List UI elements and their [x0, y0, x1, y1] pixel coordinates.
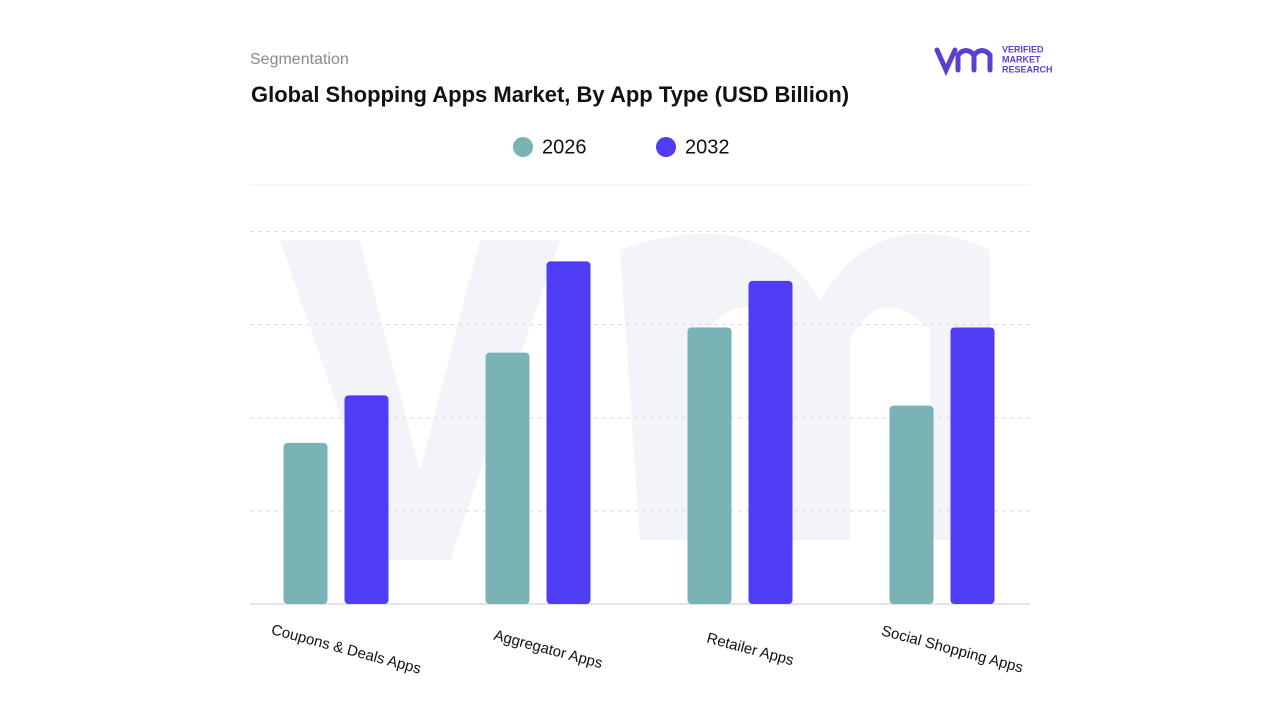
logo: VERIFIED MARKET RESEARCH	[934, 44, 1053, 77]
bar	[889, 405, 934, 604]
bar	[546, 261, 591, 604]
x-tick-label: Coupons & Deals Apps	[269, 621, 422, 677]
legend-label: 2026	[542, 136, 587, 158]
chart-title: Global Shopping Apps Market, By App Type…	[251, 82, 849, 107]
bar	[485, 352, 530, 604]
x-tick-label: Social Shopping Apps	[879, 622, 1024, 676]
legend-swatch	[656, 137, 676, 157]
section-label: Segmentation	[250, 51, 349, 68]
logo-mark	[934, 47, 993, 77]
bar	[687, 327, 732, 604]
bar	[950, 327, 995, 604]
logo-text: MARKET	[1002, 54, 1041, 64]
bar	[748, 280, 793, 604]
legend-swatch	[513, 137, 533, 157]
x-tick-label: Retailer Apps	[705, 630, 796, 670]
watermark	[280, 233, 990, 561]
bar	[344, 395, 389, 604]
logo-text: VERIFIED	[1002, 44, 1044, 54]
logo-text: RESEARCH	[1002, 64, 1053, 74]
x-tick-label: Aggregator Apps	[492, 627, 604, 672]
legend-label: 2032	[685, 136, 730, 158]
bar	[283, 442, 328, 604]
